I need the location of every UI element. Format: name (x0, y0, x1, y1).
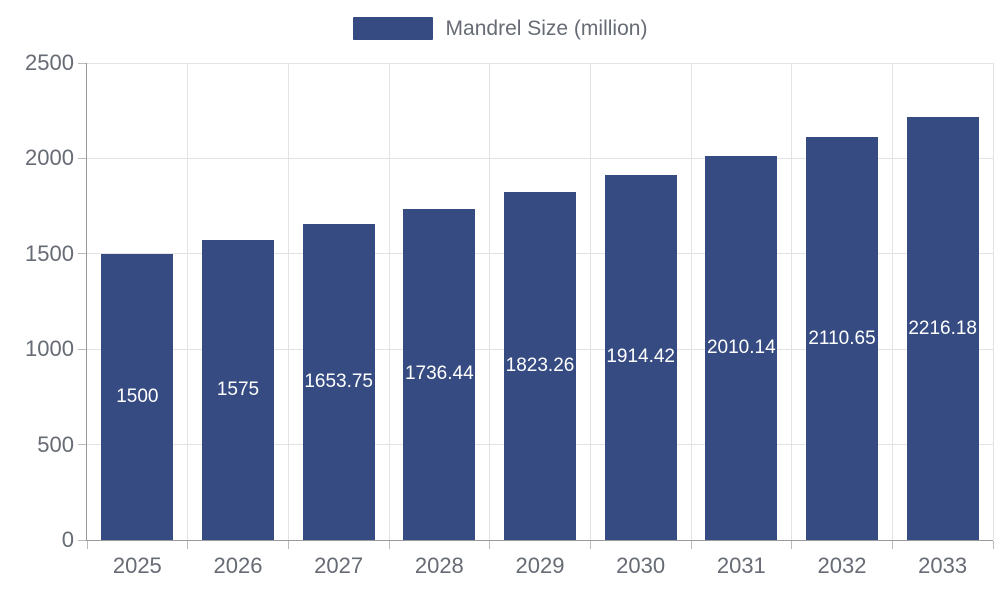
gridline-vertical (489, 63, 491, 540)
y-tick-label: 1000 (25, 336, 74, 362)
y-axis-line (86, 63, 87, 540)
gridline-horizontal (87, 62, 993, 64)
y-tick-label: 500 (37, 431, 74, 457)
x-tick-label: 2025 (112, 553, 162, 578)
gridline-vertical (187, 63, 189, 540)
bar[interactable] (403, 208, 476, 540)
x-axis-tick (388, 541, 390, 549)
x-axis-tick (791, 541, 793, 549)
plot-area: 0 500 1000 1500 2000 2500 1500 2025 1575 2026 1653… (25, 50, 994, 578)
x-axis-tick (690, 541, 692, 549)
x-tick-label: 2031 (716, 553, 766, 578)
x-axis-tick (287, 541, 289, 549)
gridline-vertical (992, 63, 994, 540)
bar[interactable] (604, 174, 677, 540)
x-axis-tick (86, 541, 88, 549)
y-axis-tick (78, 62, 86, 64)
x-tick-label: 2030 (616, 553, 666, 578)
gridline-vertical (791, 63, 793, 540)
y-axis-tick (78, 157, 86, 159)
y-tick-label: 0 (61, 527, 74, 552)
gridline-vertical (891, 63, 893, 540)
y-tick-label: 2500 (25, 50, 74, 75)
x-tick-label: 2028 (414, 553, 464, 578)
x-tick-label: 2027 (314, 553, 364, 578)
gridline-vertical (388, 63, 390, 540)
y-tick-label: 1500 (25, 240, 74, 266)
x-tick-label: 2029 (515, 553, 565, 578)
bar[interactable] (906, 117, 979, 540)
legend-swatch-icon (352, 17, 433, 40)
gridline-vertical (589, 63, 591, 540)
x-tick-label: 2033 (918, 553, 968, 578)
gridline-vertical (690, 63, 692, 540)
x-tick-label: 2032 (817, 553, 867, 578)
y-axis-tick (78, 444, 86, 446)
x-tick-label: 2026 (213, 553, 263, 578)
x-axis-tick (992, 541, 994, 549)
x-axis-tick (589, 541, 591, 549)
x-axis-tick (891, 541, 893, 549)
bar[interactable] (202, 239, 274, 540)
bar[interactable] (504, 192, 576, 540)
y-tick-label: 2000 (25, 145, 74, 171)
bar[interactable] (302, 224, 375, 540)
legend-item[interactable]: Mandrel Size (million) (0, 17, 1000, 40)
x-axis-tick (187, 541, 189, 549)
bar[interactable] (101, 253, 174, 540)
bar[interactable] (806, 137, 878, 540)
bar[interactable] (705, 156, 778, 540)
y-axis-tick (78, 348, 86, 350)
x-axis-line (86, 540, 993, 541)
y-axis-tick (78, 253, 86, 255)
gridline-horizontal (87, 157, 993, 159)
x-axis-tick (489, 541, 491, 549)
gridline-vertical (287, 63, 289, 540)
legend-label: Mandrel Size (million) (445, 17, 648, 40)
y-axis-tick (78, 539, 86, 541)
